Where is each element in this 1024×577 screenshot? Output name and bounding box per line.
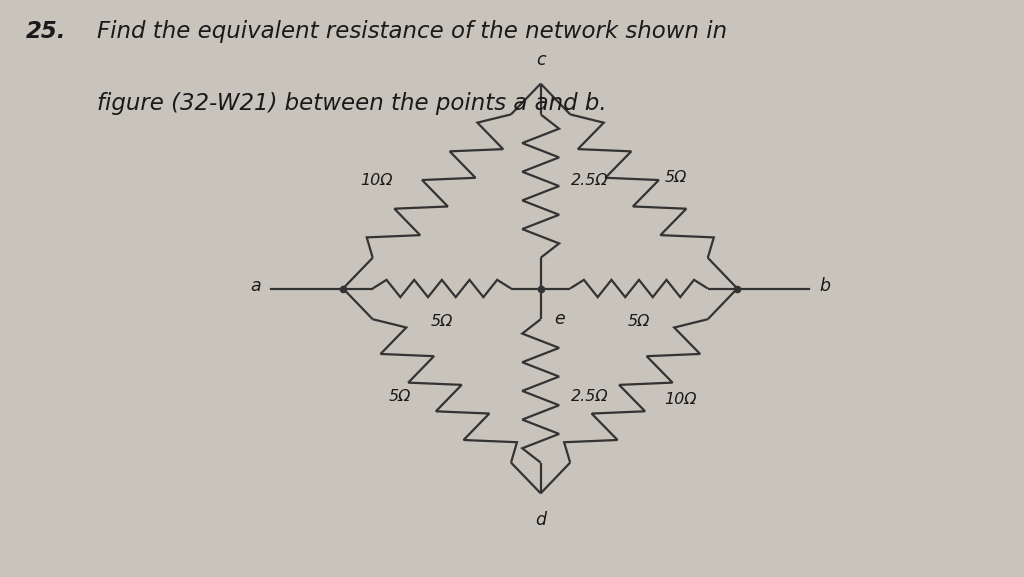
- Text: 5Ω: 5Ω: [665, 170, 687, 185]
- Text: a: a: [251, 276, 261, 295]
- Text: 25.: 25.: [26, 20, 67, 43]
- Text: 5Ω: 5Ω: [628, 314, 650, 329]
- Text: figure (32-W21) between the points a and b.: figure (32-W21) between the points a and…: [97, 92, 607, 115]
- Text: d: d: [536, 511, 546, 529]
- Text: 2.5Ω: 2.5Ω: [571, 173, 609, 188]
- Text: 10Ω: 10Ω: [360, 173, 393, 188]
- Text: 10Ω: 10Ω: [665, 392, 697, 407]
- Text: b: b: [819, 276, 830, 295]
- Text: 2.5Ω: 2.5Ω: [571, 389, 609, 404]
- Text: 5Ω: 5Ω: [431, 314, 453, 329]
- Text: Find the equivalent resistance of the network shown in: Find the equivalent resistance of the ne…: [97, 20, 727, 43]
- Text: e: e: [554, 310, 564, 328]
- Text: 5Ω: 5Ω: [389, 389, 411, 404]
- Text: c: c: [536, 51, 546, 69]
